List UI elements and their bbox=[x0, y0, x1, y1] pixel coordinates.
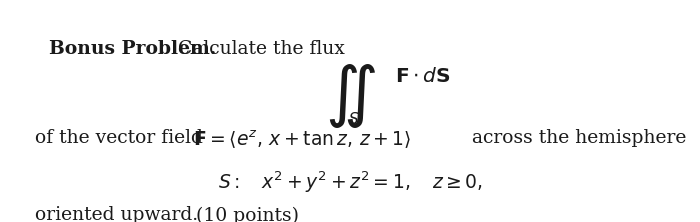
Text: $\iint$: $\iint$ bbox=[325, 62, 375, 130]
Text: $S:\quad x^2 + y^2 + z^2 = 1, \quad z \geq 0,$: $S:\quad x^2 + y^2 + z^2 = 1, \quad z \g… bbox=[218, 170, 482, 195]
Text: oriented upward.: oriented upward. bbox=[35, 206, 198, 222]
Text: (10 points): (10 points) bbox=[196, 206, 299, 222]
Text: $\mathbf{F} = \langle e^z,\, x + \tan z,\, z + 1\rangle$: $\mathbf{F} = \langle e^z,\, x + \tan z,… bbox=[193, 129, 411, 151]
Text: Calculate the flux: Calculate the flux bbox=[172, 40, 344, 58]
Text: $\mathbf{F} \cdot d\mathbf{S}$: $\mathbf{F} \cdot d\mathbf{S}$ bbox=[395, 67, 452, 86]
Text: of the vector field: of the vector field bbox=[35, 129, 209, 147]
Text: Bonus Problem.: Bonus Problem. bbox=[49, 40, 216, 58]
Text: $S$: $S$ bbox=[348, 111, 359, 127]
Text: across the hemisphere: across the hemisphere bbox=[466, 129, 686, 147]
